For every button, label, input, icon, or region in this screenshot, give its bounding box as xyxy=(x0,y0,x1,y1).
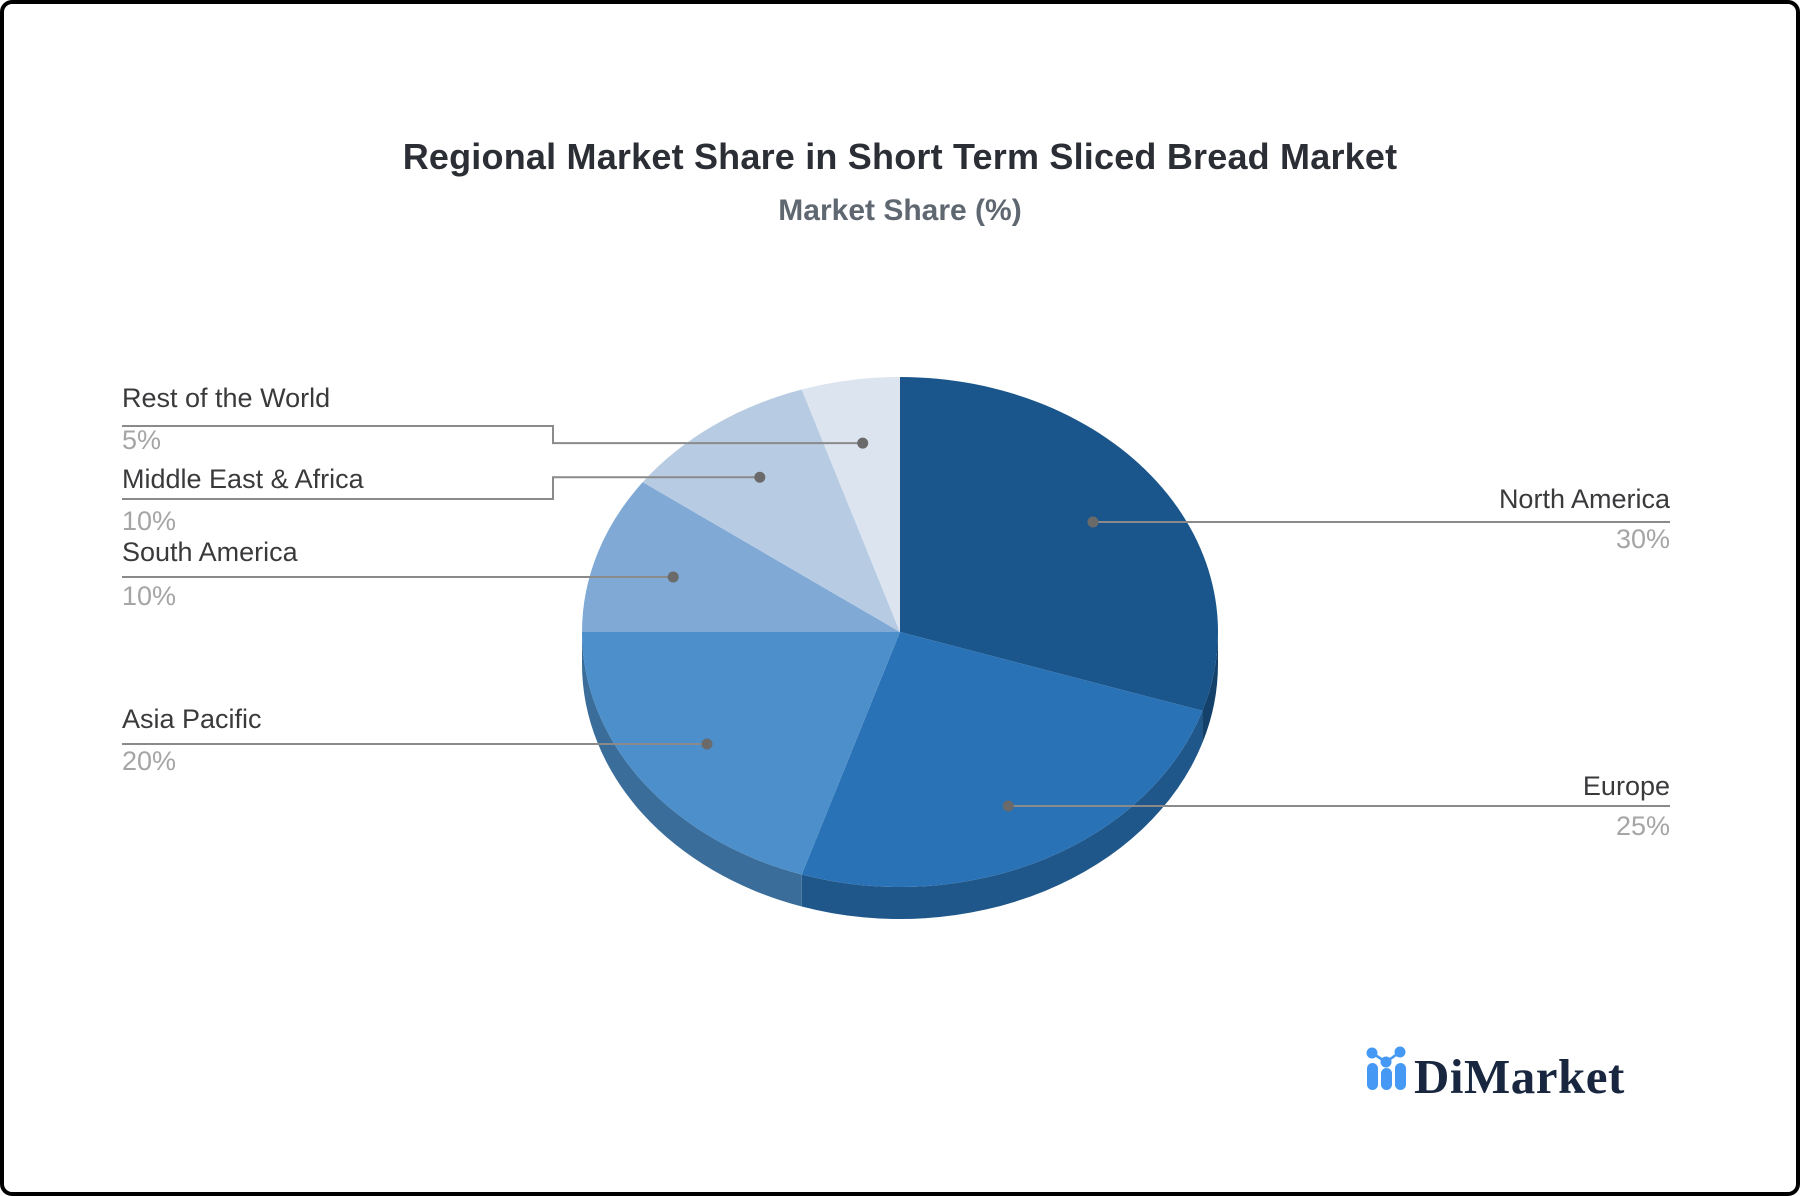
pie-label-middle-east-africa: Middle East & Africa xyxy=(122,464,364,494)
pie-segment-side-asia-pacific xyxy=(582,632,802,907)
pie-segment-asia-pacific[interactable] xyxy=(582,632,900,875)
callout-dot-north-america xyxy=(1087,516,1099,528)
pie-value-europe: 25% xyxy=(1615,811,1670,841)
callout-dot-asia-pacific xyxy=(701,738,713,750)
callout-dot-europe xyxy=(1002,800,1014,812)
pie-value-middle-east-africa: 10% xyxy=(122,506,177,536)
pie-label-north-america: North America xyxy=(1498,484,1670,514)
chart-title: Regional Market Share in Short Term Slic… xyxy=(402,136,1398,177)
chart-subtitle: Market Share (%) xyxy=(778,194,1022,227)
pie-segment-rest-of-the-world[interactable] xyxy=(801,377,900,632)
pie-value-asia-pacific: 20% xyxy=(122,746,177,776)
pie-value-rest-of-the-world: 5% xyxy=(122,425,162,455)
pie-segment-middle-east-africa[interactable] xyxy=(642,389,900,632)
callout-dot-south-america xyxy=(667,571,679,583)
pie-segment-europe[interactable] xyxy=(801,632,1203,887)
brand-name: DiMarket xyxy=(1414,1049,1625,1104)
pie-value-south-america: 10% xyxy=(122,581,177,611)
pie-segment-side-europe xyxy=(801,710,1203,919)
brand-watermark: DiMarket xyxy=(1360,1040,1690,1104)
pie-label-europe: Europe xyxy=(1582,771,1670,801)
pie-segment-side-north-america xyxy=(1202,632,1218,743)
pie-value-north-america: 30% xyxy=(1615,524,1670,554)
bar-line-chart-icon xyxy=(1366,1046,1406,1090)
pie-label-asia-pacific: Asia Pacific xyxy=(122,704,262,734)
pie-label-south-america: South America xyxy=(122,537,298,567)
callout-line-middle-east-africa xyxy=(122,476,760,500)
callout-dot-middle-east-africa xyxy=(754,471,766,483)
callout-line-rest-of-the-world xyxy=(122,425,863,445)
pie-segment-south-america[interactable] xyxy=(582,482,900,632)
callout-dot-rest-of-the-world xyxy=(857,437,869,449)
pie-label-rest-of-the-world: Rest of the World xyxy=(122,383,331,413)
pie-segment-north-america[interactable] xyxy=(900,377,1218,711)
